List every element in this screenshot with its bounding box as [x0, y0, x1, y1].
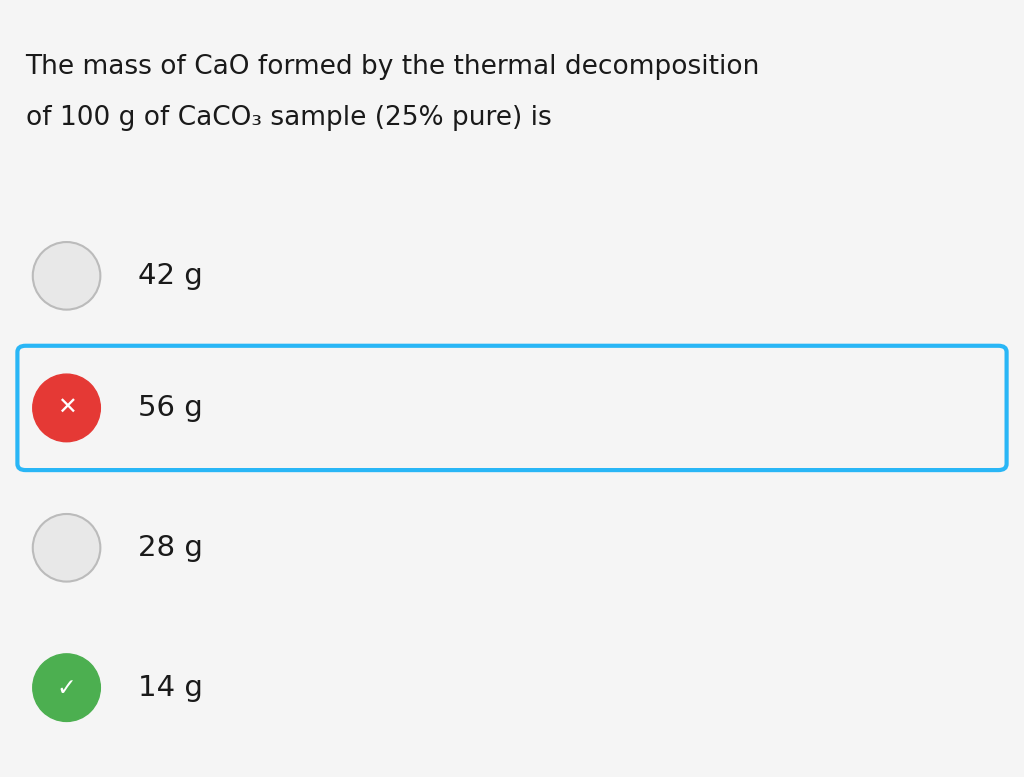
- Text: 14 g: 14 g: [138, 674, 203, 702]
- Text: 28 g: 28 g: [138, 534, 203, 562]
- Text: The mass of CaO formed by the thermal decomposition: The mass of CaO formed by the thermal de…: [26, 54, 760, 80]
- FancyBboxPatch shape: [17, 346, 1007, 470]
- Ellipse shape: [33, 242, 100, 309]
- Text: 56 g: 56 g: [138, 394, 203, 422]
- Text: of 100 g of CaCO₃ sample (25% pure) is: of 100 g of CaCO₃ sample (25% pure) is: [26, 105, 551, 131]
- Text: 42 g: 42 g: [138, 262, 203, 290]
- Ellipse shape: [33, 654, 100, 721]
- Text: ✕: ✕: [56, 396, 77, 420]
- Ellipse shape: [33, 514, 100, 581]
- Ellipse shape: [33, 375, 100, 441]
- Text: ✓: ✓: [56, 676, 77, 699]
